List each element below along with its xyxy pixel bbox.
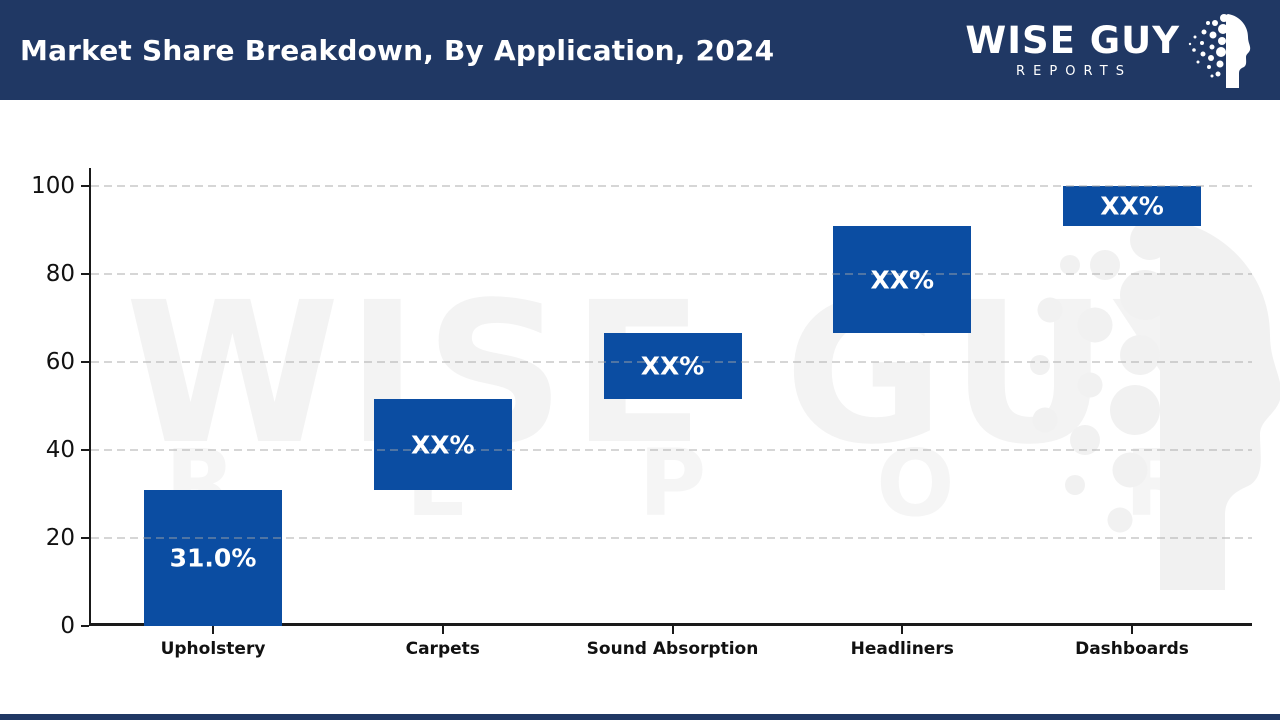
x-axis-category-label: Dashboards bbox=[1075, 639, 1189, 659]
bar-value-label: 31.0% bbox=[169, 543, 257, 573]
x-axis-category-label: Headliners bbox=[850, 639, 954, 659]
plot-area: 0 20 40 60 80 100 31.0% XX% XX% XX% XX% Upholstery C… bbox=[31, 168, 1252, 659]
bar bbox=[833, 225, 972, 334]
x-tick-mark bbox=[1131, 626, 1133, 634]
y-axis-tick-label: 20 bbox=[45, 525, 75, 551]
bar bbox=[373, 399, 512, 490]
page-title: Market Share Breakdown, By Application, … bbox=[20, 33, 775, 67]
bar-value-label: XX% bbox=[410, 430, 475, 459]
bar-value-label: XX% bbox=[870, 265, 935, 294]
x-tick-mark bbox=[671, 626, 674, 634]
x-tick-mark bbox=[441, 626, 444, 634]
head-profile-icon bbox=[1188, 14, 1251, 88]
y-tick-mark bbox=[81, 625, 89, 627]
y-tick-mark bbox=[81, 537, 89, 539]
footer-strip bbox=[0, 714, 1280, 720]
y-tick-mark bbox=[81, 449, 89, 451]
x-axis-category-label: Sound Absorption bbox=[586, 639, 759, 659]
gridline bbox=[91, 185, 1252, 187]
logo-subtitle: REPORTS bbox=[1015, 64, 1133, 79]
y-axis-tick-label: 80 bbox=[45, 261, 75, 287]
y-axis-tick-label: 0 bbox=[60, 613, 75, 639]
bar-value-label: XX% bbox=[1100, 191, 1164, 221]
gridline bbox=[91, 273, 1252, 275]
gridline bbox=[91, 537, 1252, 539]
bar-value-label: XX% bbox=[640, 351, 705, 381]
y-tick-mark bbox=[81, 361, 89, 363]
x-axis-category-label: Upholstery bbox=[160, 639, 266, 659]
bar bbox=[1063, 186, 1201, 226]
gridline bbox=[91, 449, 1252, 451]
chart-area: WISE GUY R E P O R T S 02040608010031.0%… bbox=[0, 100, 1280, 714]
y-axis-tick-label: 60 bbox=[45, 349, 75, 375]
gridline bbox=[91, 361, 1252, 363]
brand-logo: WISE GUY REPORTS bbox=[965, 10, 1254, 90]
bar bbox=[603, 333, 742, 400]
y-tick-mark bbox=[81, 273, 89, 275]
header-banner: Market Share Breakdown, By Application, … bbox=[0, 0, 1280, 100]
y-tick-mark bbox=[81, 185, 89, 187]
bar bbox=[144, 489, 282, 626]
logo-wordmark: WISE GUY bbox=[965, 19, 1180, 62]
y-axis-tick-label: 100 bbox=[31, 173, 75, 199]
y-axis-tick-label: 40 bbox=[45, 437, 75, 463]
x-tick-mark bbox=[212, 626, 214, 634]
x-tick-mark bbox=[901, 626, 904, 634]
x-axis-category-label: Carpets bbox=[405, 639, 480, 659]
